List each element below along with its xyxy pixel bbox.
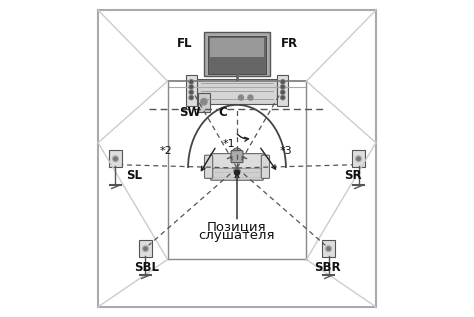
Circle shape: [189, 85, 193, 89]
FancyBboxPatch shape: [210, 38, 264, 57]
FancyBboxPatch shape: [261, 155, 270, 178]
Circle shape: [327, 247, 330, 250]
Text: слушателя: слушателя: [199, 229, 275, 242]
Circle shape: [282, 81, 284, 83]
Text: SBL: SBL: [135, 261, 159, 274]
Text: SL: SL: [127, 169, 143, 182]
Circle shape: [357, 157, 360, 160]
Circle shape: [201, 99, 207, 105]
FancyBboxPatch shape: [204, 155, 213, 178]
FancyBboxPatch shape: [277, 75, 288, 106]
FancyBboxPatch shape: [186, 75, 197, 106]
Circle shape: [235, 170, 239, 175]
Circle shape: [282, 86, 284, 88]
Circle shape: [326, 246, 331, 252]
Circle shape: [190, 91, 192, 94]
Circle shape: [232, 148, 242, 158]
FancyBboxPatch shape: [198, 93, 210, 112]
Text: C: C: [219, 106, 227, 119]
FancyBboxPatch shape: [352, 150, 365, 167]
Circle shape: [281, 95, 285, 100]
FancyBboxPatch shape: [138, 240, 153, 257]
Circle shape: [190, 81, 192, 83]
Circle shape: [281, 90, 285, 94]
Text: SR: SR: [344, 169, 362, 182]
Circle shape: [143, 246, 148, 252]
Text: Позиция: Позиция: [207, 220, 267, 233]
FancyBboxPatch shape: [109, 150, 122, 167]
Text: *2: *2: [160, 146, 173, 156]
Text: FR: FR: [281, 37, 298, 50]
FancyBboxPatch shape: [204, 32, 270, 76]
Circle shape: [144, 247, 147, 250]
Circle shape: [282, 96, 284, 99]
Circle shape: [248, 95, 253, 100]
Text: *3: *3: [280, 146, 292, 156]
Text: SBR: SBR: [314, 261, 341, 274]
FancyBboxPatch shape: [208, 36, 266, 74]
Circle shape: [189, 90, 193, 94]
FancyBboxPatch shape: [210, 154, 264, 168]
Circle shape: [189, 95, 193, 100]
Text: FL: FL: [177, 37, 192, 50]
Circle shape: [113, 156, 118, 162]
FancyBboxPatch shape: [197, 79, 277, 104]
Circle shape: [282, 91, 284, 94]
Circle shape: [356, 156, 361, 162]
FancyBboxPatch shape: [231, 151, 243, 163]
Circle shape: [238, 95, 244, 100]
Text: *1: *1: [223, 139, 236, 149]
Circle shape: [114, 157, 117, 160]
Circle shape: [281, 80, 285, 84]
FancyBboxPatch shape: [321, 240, 336, 257]
FancyBboxPatch shape: [210, 165, 264, 180]
Circle shape: [190, 96, 192, 99]
Circle shape: [190, 86, 192, 88]
Circle shape: [281, 85, 285, 89]
Circle shape: [189, 80, 193, 84]
Text: SW: SW: [179, 106, 201, 119]
